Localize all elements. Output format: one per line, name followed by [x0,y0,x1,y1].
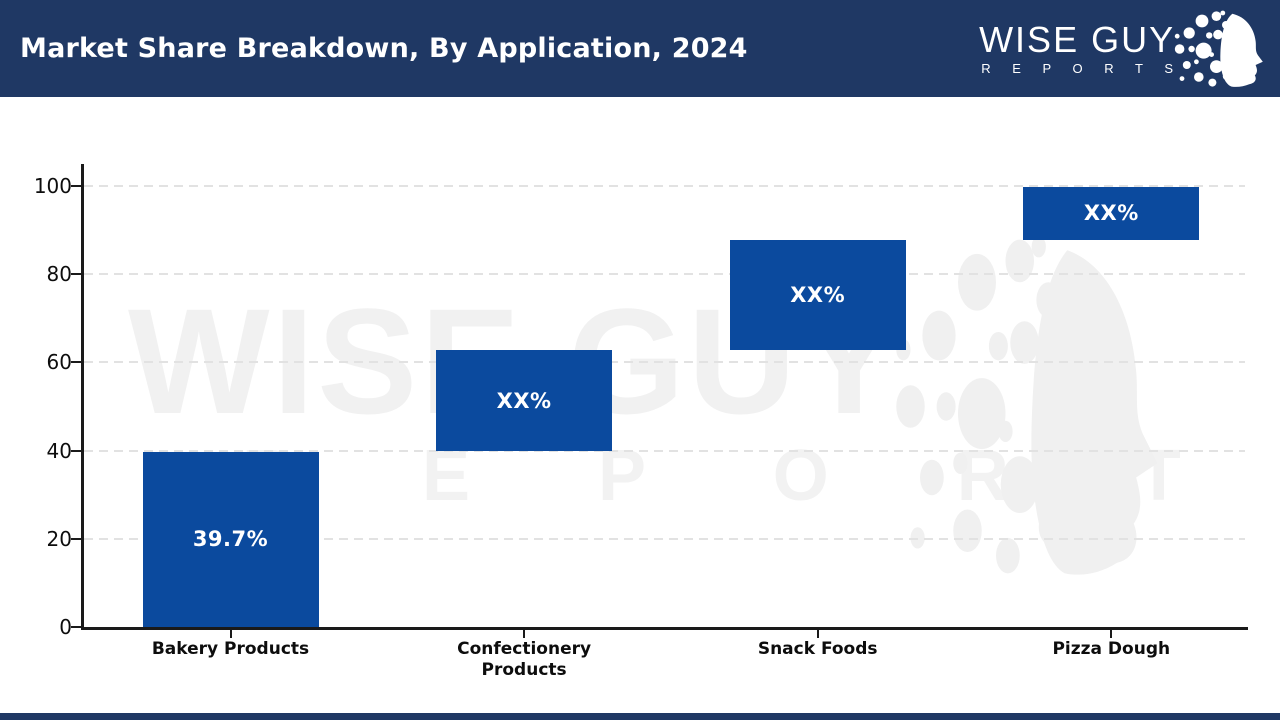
page-title: Market Share Breakdown, By Application, … [20,33,748,64]
bar-value-label: XX% [790,283,846,308]
x-axis-label-pizza-dough: Pizza Dough [1052,639,1171,659]
gridline-40 [84,449,1245,452]
y-axis-line [81,164,84,630]
y-axis-tick-label: 20 [46,526,72,551]
y-axis-tick-label: 80 [46,262,72,287]
logo-subtext: R E P O R T S [981,60,1182,76]
y-axis-tick-label: 60 [46,350,72,375]
x-axis-line [81,627,1248,630]
gridline-60 [84,361,1245,364]
bar-snack-foods: XX% [729,239,906,351]
logo-head-icon [1174,10,1263,87]
x-axis-tick-mark [523,630,526,638]
y-axis-tick-mark [71,273,81,276]
y-axis-tick-mark [71,449,81,452]
header-bar: Market Share Breakdown, By Application, … [0,0,1280,97]
footer-bar [0,713,1280,720]
y-axis-tick-mark [71,361,81,364]
x-axis-label-snack-foods: Snack Foods [757,639,878,659]
bar-value-label: 39.7% [192,527,269,552]
gridline-20 [84,537,1245,540]
chart-area: WISE GUY R E P O R T S 02040608010039.7%… [0,97,1280,713]
logo-wordmark: WISE GUY [979,18,1176,60]
bar-pizza-dough: XX% [1023,186,1200,240]
gridline-100 [84,185,1245,187]
logo-text: WISE GUY R E P O R T S [972,18,1182,76]
x-axis-tick-mark [229,630,232,638]
waterfall-chart: 0 20 40 60 80 100 39.7% Bakery Products XX% Confe… [0,97,1280,713]
bar-value-label: XX% [1083,201,1139,226]
x-axis-tick-mark [816,630,819,638]
bar-confectionery-products: XX% [436,350,613,452]
x-axis-tick-mark [1110,630,1113,638]
y-axis-tick-mark [71,626,81,628]
y-axis-tick-label: 40 [46,438,72,463]
bar-bakery-products: 39.7% [142,451,319,627]
y-axis-tick-mark [71,185,81,187]
y-axis-tick-label: 0 [59,615,72,639]
y-axis-tick-mark [71,537,81,540]
bar-value-label: XX% [496,388,552,413]
y-axis-tick-label: 100 [33,174,72,198]
wiseguy-logo: WISE GUY R E P O R T S [972,8,1266,90]
x-axis-label-bakery-products: Bakery Products [151,639,310,659]
x-axis-label-confectionery-products: Confectionery Products [457,639,592,680]
gridline-80 [84,273,1245,276]
